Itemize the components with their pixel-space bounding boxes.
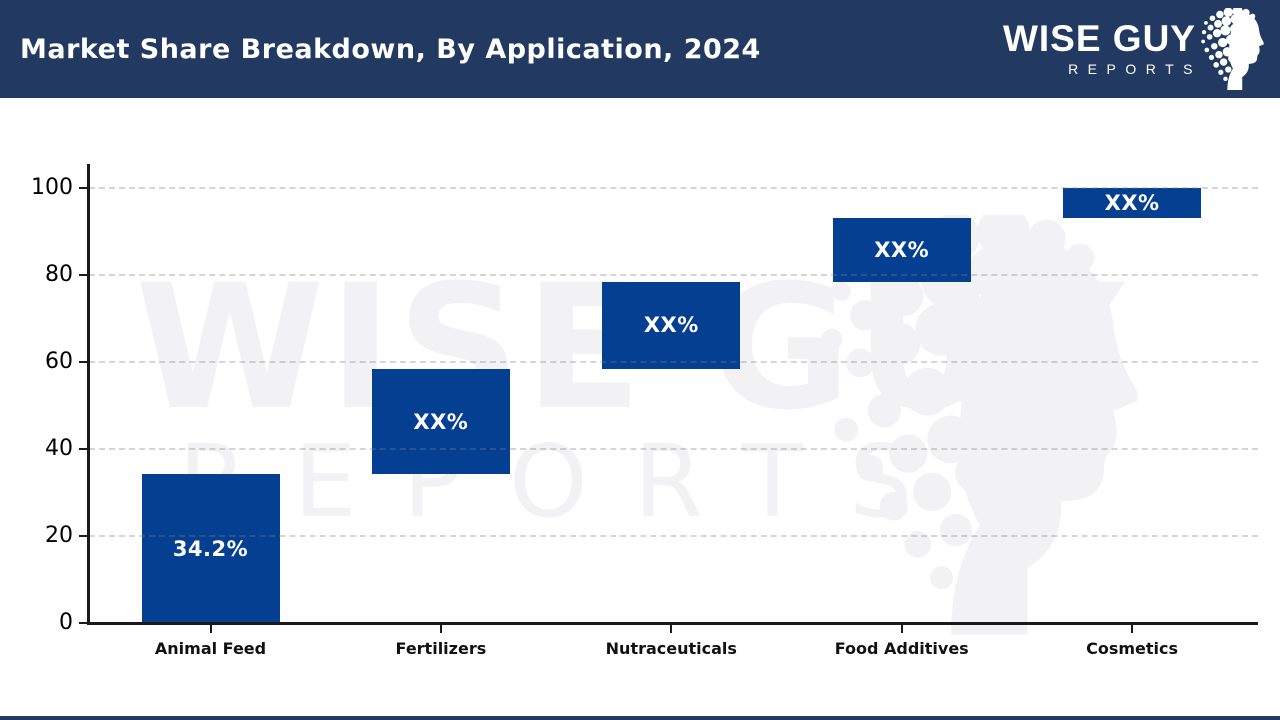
bar-value-label: XX% bbox=[413, 409, 469, 434]
bar-value-label: XX% bbox=[1104, 190, 1160, 215]
bar-value-label: XX% bbox=[643, 313, 699, 338]
brand-subtitle: REPORTS bbox=[1068, 61, 1202, 77]
x-axis-line bbox=[87, 621, 1258, 625]
y-tick-label-60: 60 bbox=[45, 349, 73, 374]
bar-value-label: 34.2% bbox=[172, 536, 249, 561]
header: Market Share Breakdown, By Application, … bbox=[0, 0, 1280, 98]
brand-logo: WISE GUY REPORTS bbox=[1003, 8, 1266, 90]
bar-cosmetics: XX% bbox=[1063, 188, 1202, 218]
bar-value-label: XX% bbox=[874, 237, 930, 262]
watermark-text-line2: REPORTS bbox=[178, 423, 959, 540]
y-tick-mark-80 bbox=[79, 274, 87, 276]
gridline-y-40 bbox=[89, 448, 1258, 450]
y-tick-label-80: 80 bbox=[45, 262, 73, 287]
brand-logo-text: WISE GUY REPORTS bbox=[1003, 20, 1196, 78]
x-tick-mark-2 bbox=[439, 624, 442, 633]
x-tick-mark-3 bbox=[670, 624, 673, 633]
x-tick-label-nutraceuticals: Nutraceuticals bbox=[605, 639, 737, 658]
gridline-y-60 bbox=[89, 361, 1258, 363]
x-tick-mark-4 bbox=[900, 624, 903, 633]
y-tick-mark-100 bbox=[79, 187, 87, 189]
gridline-y-100 bbox=[89, 187, 1258, 189]
gridline-y-20 bbox=[89, 535, 1258, 537]
footer-bar bbox=[0, 716, 1280, 720]
y-tick-mark-0 bbox=[79, 622, 87, 624]
y-tick-mark-20 bbox=[79, 535, 87, 537]
y-tick-mark-60 bbox=[79, 361, 87, 363]
bar-nutraceuticals: XX% bbox=[602, 281, 741, 369]
y-tick-label-20: 20 bbox=[45, 523, 73, 548]
bar-fertilizers: XX% bbox=[371, 368, 510, 475]
y-tick-mark-40 bbox=[79, 448, 87, 450]
y-tick-label-0: 0 bbox=[59, 610, 73, 635]
brand-head-icon bbox=[1201, 8, 1264, 90]
gridline-y-80 bbox=[89, 274, 1258, 276]
y-axis-spine bbox=[87, 164, 90, 623]
x-tick-label-cosmetics: Cosmetics bbox=[1086, 639, 1179, 658]
brand-name: WISE GUY bbox=[1002, 18, 1196, 59]
x-tick-label-animal-feed: Animal Feed bbox=[154, 639, 267, 658]
x-tick-label-fertilizers: Fertilizers bbox=[395, 639, 487, 658]
x-tick-label-food-additives: Food Additives bbox=[834, 639, 969, 658]
bar-animal-feed: 34.2% bbox=[141, 474, 280, 623]
bar-food-additives: XX% bbox=[832, 217, 971, 282]
x-tick-mark-5 bbox=[1131, 624, 1134, 633]
y-tick-label-40: 40 bbox=[45, 436, 73, 461]
x-tick-mark-1 bbox=[209, 624, 212, 633]
y-tick-label-100: 100 bbox=[31, 175, 73, 200]
page-title: Market Share Breakdown, By Application, … bbox=[20, 33, 761, 65]
